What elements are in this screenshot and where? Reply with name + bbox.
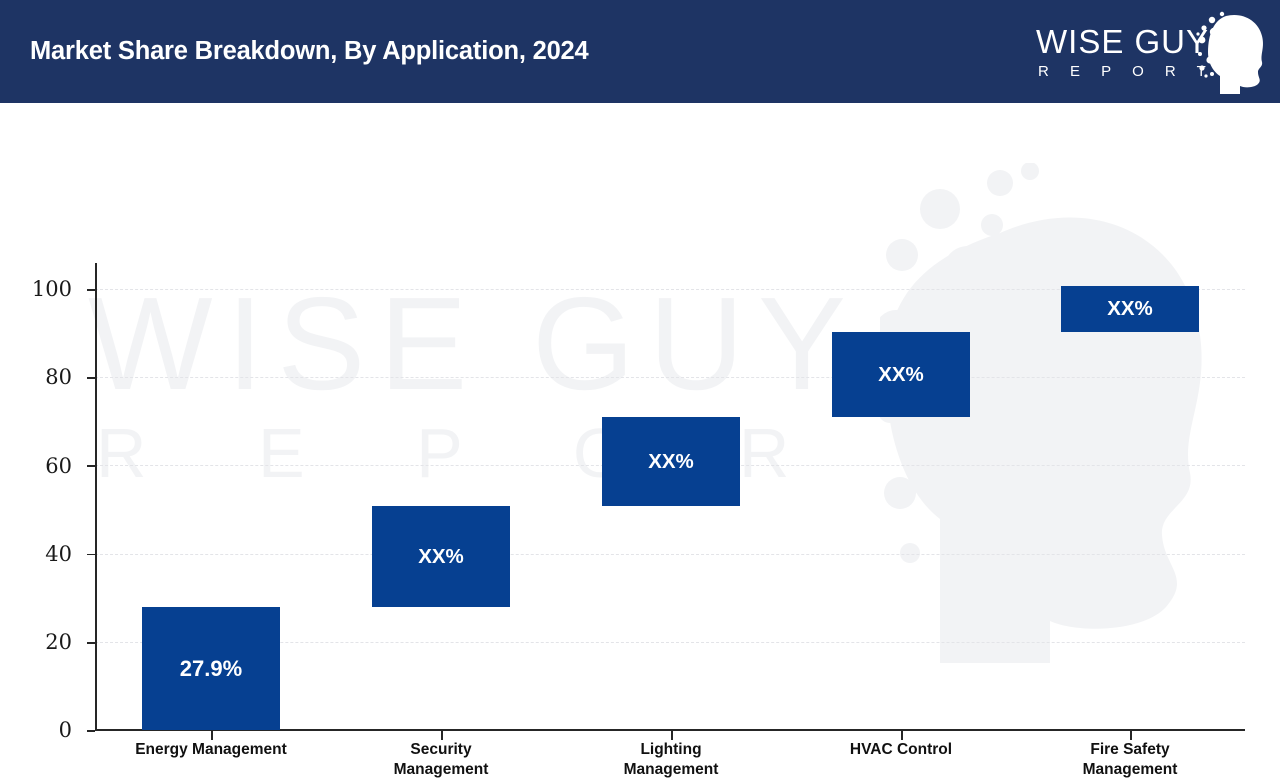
bar-label-hvac-control: XX% [878,362,924,386]
bar-fire-safety-management[interactable]: XX% [1061,286,1199,332]
x-tick-mark-4 [1130,731,1132,740]
page-header: Market Share Breakdown, By Application, … [0,0,1280,103]
x-tick-mark-0 [211,731,213,740]
x-axis-label-energy-management: Energy Management [135,741,287,758]
y-tick-label-60: 60 [45,453,72,478]
bar-security-management[interactable]: XX% [372,506,510,607]
y-axis-line [95,263,98,731]
y-tick-mark-60 [87,465,95,468]
x-tick-mark-1 [441,731,443,740]
bar-label-fire-safety-management: XX% [1107,297,1153,320]
y-tick-mark-100 [87,289,95,291]
gridline-20 [95,641,1245,643]
y-tick-label-40: 40 [45,541,72,566]
y-tick-mark-20 [87,641,95,644]
bar-lighting-management[interactable]: XX% [602,417,740,506]
x-axis-label-hvac-control: HVAC Control [849,741,953,758]
gridline-80 [95,377,1245,379]
x-axis-label-security-management: Security Management [393,741,489,778]
x-tick-mark-2 [671,731,673,740]
bar-energy-management[interactable]: 27.9% [142,607,280,730]
bar-label-security-management: XX% [418,544,464,568]
y-tick-label-100: 100 [31,277,72,301]
wise-guy-reports-logo: WISE GUY R E P O R T S [1024,10,1274,94]
gridline-100 [95,289,1245,290]
x-tick-mark-3 [901,731,903,740]
logo-subtext: R E P O R T S [1038,63,1246,80]
x-axis-label-lighting-management: Lighting Management [623,741,719,778]
dotted-head-profile-icon [1196,11,1263,94]
plot-area: WISE GUY R E P O R T S [0,103,1280,778]
y-tick-label-80: 80 [45,365,72,390]
x-axis-label-fire-safety-management: Fire Safety Management [1082,741,1178,778]
bar-label-energy-management: 27.9% [179,655,243,681]
y-tick-mark-0 [87,730,95,732]
y-tick-mark-40 [87,553,95,556]
logo-wordmark: WISE GUY [1036,23,1210,60]
watermark-line-1: WISE GUY [88,270,861,417]
bar-hvac-control[interactable]: XX% [832,332,970,417]
gridline-40 [95,553,1245,555]
y-tick-label-0: 0 [58,718,72,742]
y-tick-label-20: 20 [45,630,72,654]
page-title: Market Share Breakdown, By Application, … [30,37,589,65]
chart-canvas: WISE GUY R E P O R T S [0,103,1280,778]
bar-label-lighting-management: XX% [648,449,694,473]
y-tick-mark-80 [87,377,95,379]
